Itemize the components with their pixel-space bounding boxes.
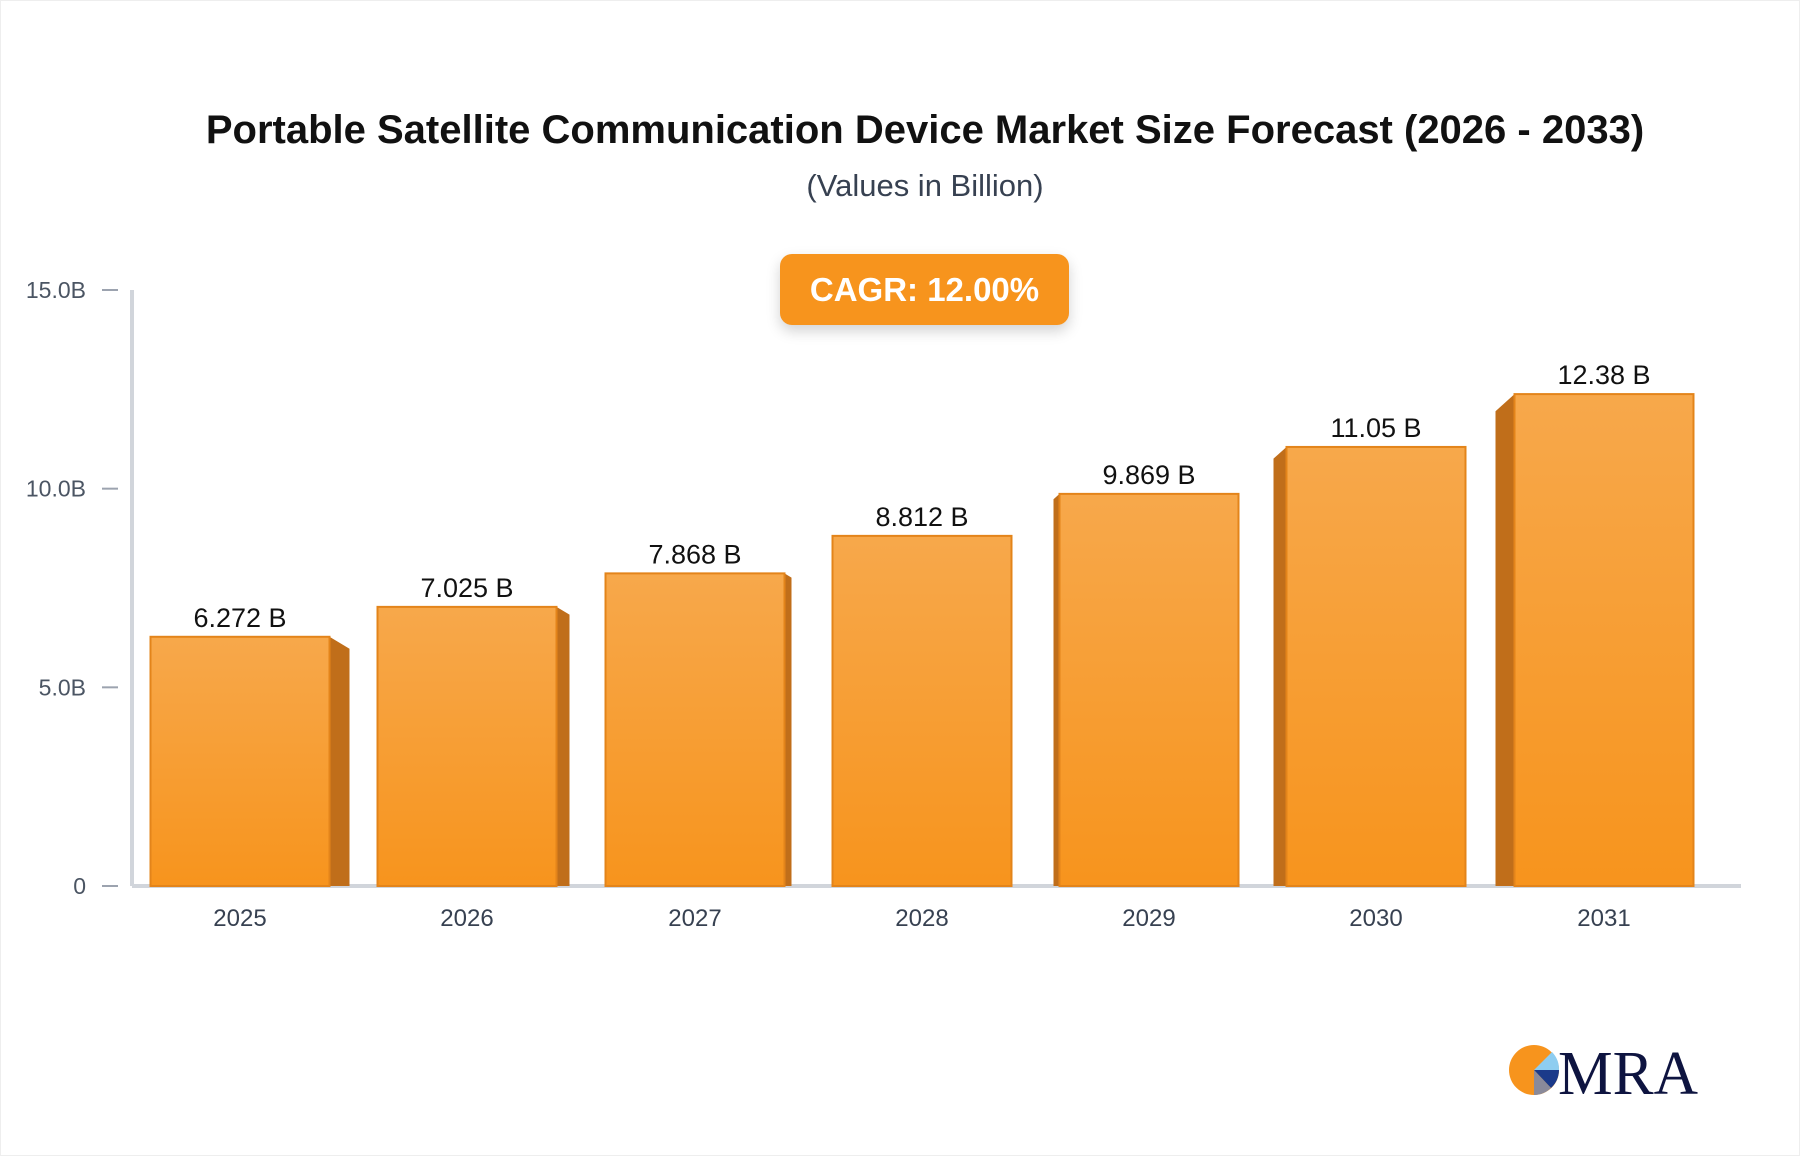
bar-2028: [831, 534, 1013, 887]
data-label: 7.025 B: [420, 573, 513, 603]
x-tick-label: 2029: [1122, 905, 1175, 932]
bar-side: [1273, 446, 1287, 886]
x-tick-label: 2027: [668, 905, 721, 932]
x-tick-label: 2031: [1577, 905, 1630, 932]
data-label: 7.868 B: [648, 539, 741, 569]
bar-2030: [1285, 445, 1467, 887]
bar-side: [329, 636, 350, 886]
bar-side: [1495, 394, 1515, 886]
chart-title: Portable Satellite Communication Device …: [205, 108, 1645, 152]
y-tick-label: 15.0B: [26, 277, 86, 303]
bar-2025: [149, 635, 331, 888]
x-tick-label: 2026: [440, 905, 493, 932]
chart-subtitle: (Values in Billion): [806, 168, 1044, 203]
bar-2031: [1513, 393, 1695, 887]
data-label: 12.38 B: [1557, 360, 1650, 390]
bar-side: [784, 573, 792, 886]
bar-2026: [376, 605, 558, 888]
bar-side: [1053, 493, 1060, 886]
data-label: 8.812 B: [875, 502, 968, 532]
y-tick-label: 5.0B: [39, 674, 86, 700]
x-tick-label: 2025: [213, 905, 266, 932]
y-tick-label: 0: [73, 873, 86, 899]
bar-side: [556, 606, 570, 886]
mra-logo: MRA: [1509, 1040, 1698, 1100]
bar-2027: [604, 572, 786, 887]
y-tick-label: 10.0B: [26, 476, 86, 502]
x-tick-label: 2028: [895, 905, 948, 932]
x-tick-label: 2030: [1349, 905, 1402, 932]
data-label: 6.272 B: [193, 603, 286, 633]
cagr-badge: CAGR: 12.00%: [780, 254, 1069, 325]
data-label: 9.869 B: [1102, 460, 1195, 490]
bar-2029: [1058, 492, 1240, 887]
svg-text:MRA: MRA: [1558, 1040, 1698, 1100]
data-label: 11.05 B: [1330, 413, 1421, 443]
